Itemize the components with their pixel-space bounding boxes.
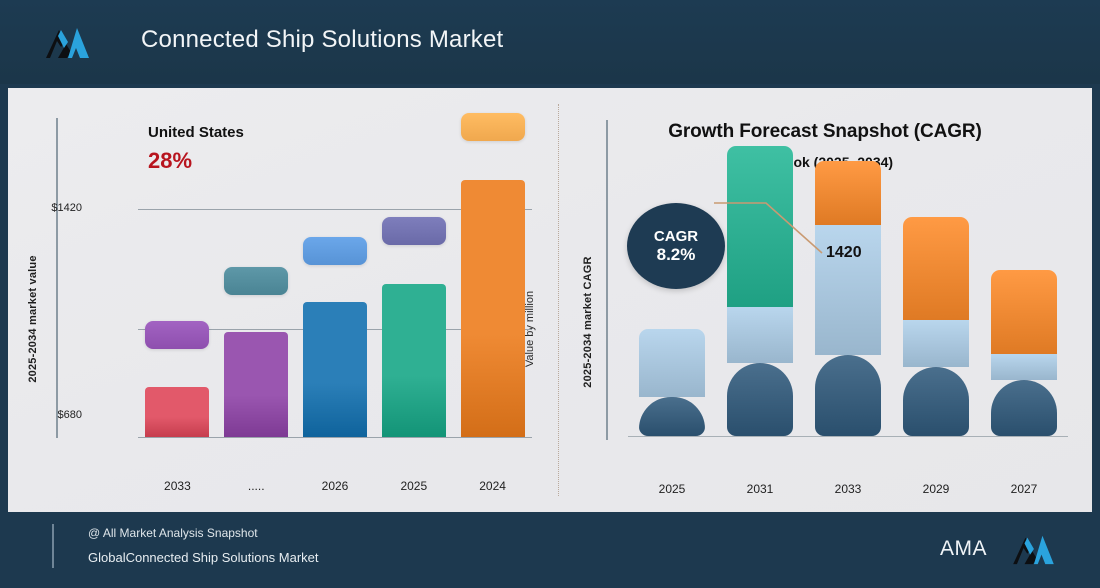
region-percent: 28%	[148, 148, 193, 173]
left-bar-cap-marker	[460, 113, 525, 142]
left-bar[interactable]	[303, 302, 367, 437]
left-x-axis-line	[138, 437, 532, 438]
left-bar-slot	[224, 124, 289, 437]
right-bar-segment-mid	[727, 306, 793, 363]
right-bar-segment-base	[991, 380, 1057, 436]
right-bar-segment-base	[815, 355, 881, 436]
right-stacked-bar[interactable]	[991, 270, 1057, 436]
footer-bar	[0, 512, 1100, 588]
left-bar[interactable]	[381, 283, 446, 437]
right-stacked-bar[interactable]	[815, 161, 881, 436]
cagr-badge-title: CAGR	[653, 227, 699, 245]
right-x-axis-line	[628, 436, 1068, 437]
footer-accent-rule	[52, 524, 54, 568]
callout-connector-line	[714, 202, 823, 254]
left-bar[interactable]	[145, 386, 210, 437]
right-bar-segment-base	[727, 362, 793, 436]
region-label: United States	[148, 124, 244, 141]
right-bar-group: 2025 2031 2033 2029 2027	[628, 128, 1068, 496]
left-bar-group: 2033..... 2026 2025 2024	[138, 113, 532, 493]
right-x-axis-label: 2031	[746, 482, 774, 496]
left-bar-slot	[303, 124, 367, 437]
right-bar-segment-top2	[815, 161, 881, 226]
right-bar-slot	[727, 128, 793, 436]
left-bar-cap-marker	[145, 321, 210, 350]
right-bar-slot	[639, 128, 705, 436]
footer-brand-text: AMA	[939, 537, 987, 560]
gridline-high	[138, 209, 532, 210]
right-x-axis-label: 2025	[658, 482, 686, 496]
right-x-axis-label: 2029	[922, 482, 950, 496]
left-bar-cap-marker	[224, 266, 289, 295]
left-bar-cap-marker	[303, 236, 367, 265]
right-bar-slot	[903, 128, 969, 436]
cagr-badge-value: 8.2%	[656, 244, 696, 264]
left-x-axis-label: 2026	[321, 479, 349, 493]
left-bar-cap-marker	[381, 216, 446, 245]
right-x-axis-label: 2033	[834, 482, 862, 496]
right-bar-segment-top2	[991, 270, 1057, 355]
left-x-axis-label: 2024	[479, 479, 506, 493]
ama-mountain-logo-icon	[44, 24, 90, 60]
left-bar[interactable]	[224, 332, 289, 437]
right-stacked-bar[interactable]	[727, 145, 793, 436]
right-chart-title: Growth Forecast Snapshot (CAGR)	[668, 121, 982, 142]
right-chart-panel: Growth Forecast Snapshot (CAGR) Outlook …	[558, 88, 1092, 512]
right-stacked-bar[interactable]	[903, 216, 969, 436]
left-x-axis-label: .....	[247, 479, 265, 493]
left-x-axis-label: 2033	[164, 479, 191, 493]
footer-line-1: @ All Market Analysis Snapshot	[88, 526, 258, 540]
right-y-axis-line	[606, 120, 608, 440]
left-chart-panel: 2025-2034 market value Value by million …	[8, 88, 558, 512]
y-tick-high: $1420	[51, 202, 82, 214]
left-x-axis-label: 2025	[400, 479, 428, 493]
left-bar[interactable]	[460, 180, 525, 437]
right-bar-segment-mid	[991, 354, 1057, 381]
right-bar-segment-mid	[815, 225, 881, 356]
right-bar-segment-top2	[903, 216, 969, 320]
left-y-axis-label: 2025-2034 market value	[27, 255, 39, 383]
page-title: Connected Ship Solutions Market	[141, 26, 504, 53]
bar-data-label-1420: 1420	[826, 244, 862, 261]
right-bar-segment-top	[727, 145, 793, 307]
footer-line-2: GlobalConnected Ship Solutions Market	[88, 550, 319, 565]
right-bar-segment-base	[903, 367, 969, 436]
right-bar-slot	[991, 128, 1057, 436]
right-bar-slot	[815, 128, 881, 436]
header-bar: Connected Ship Solutions Market	[0, 0, 1100, 84]
left-bar-slot	[381, 124, 446, 437]
footer-ama-mountain-logo-icon	[1004, 532, 1062, 566]
right-bar-segment-base	[639, 396, 705, 436]
panel-divider	[558, 104, 559, 496]
left-bar-slot	[145, 124, 210, 437]
left-y-axis-line	[56, 118, 58, 438]
y-tick-low: $680	[57, 409, 82, 421]
right-bar-segment-mid	[903, 319, 969, 368]
right-stacked-bar[interactable]	[639, 329, 705, 436]
right-x-axis-label: 2027	[1010, 482, 1038, 496]
left-bar-slot	[460, 113, 525, 437]
right-y-axis-label: 2025-2034 market CAGR	[582, 256, 594, 388]
right-bar-segment-mid	[639, 329, 705, 397]
cagr-badge: CAGR 8.2%	[627, 203, 725, 289]
